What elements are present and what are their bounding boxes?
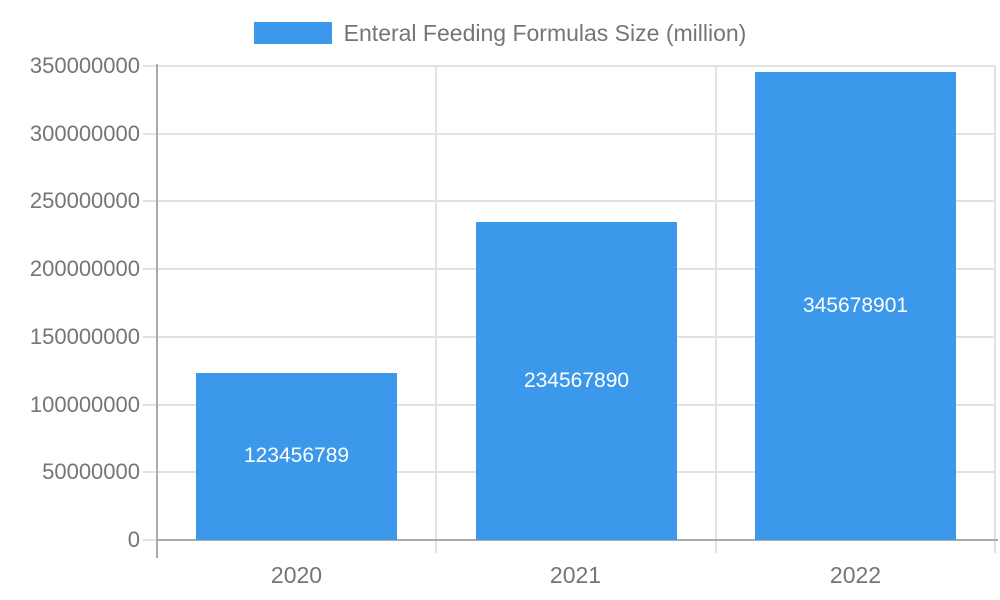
x-axis-tick xyxy=(435,540,437,553)
y-axis-tick xyxy=(143,200,157,202)
bar[interactable] xyxy=(196,373,397,540)
y-axis-label: 150000000 xyxy=(29,324,140,349)
bar[interactable] xyxy=(476,222,677,540)
y-axis-tick xyxy=(143,539,157,541)
y-axis-tick xyxy=(143,65,157,67)
gridline-vertical xyxy=(994,66,996,540)
y-axis-label: 100000000 xyxy=(29,392,140,417)
gridline-horizontal xyxy=(157,200,995,202)
y-axis-tick xyxy=(143,471,157,473)
y-axis-label: 50000000 xyxy=(42,459,140,484)
y-axis-label: 350000000 xyxy=(29,53,140,78)
y-axis-tick xyxy=(143,404,157,406)
legend-label: Enteral Feeding Formulas Size (million) xyxy=(343,20,747,46)
bar-value-label: 123456789 xyxy=(243,444,350,467)
y-axis-label: 0 xyxy=(127,527,140,552)
gridline-horizontal xyxy=(157,65,995,67)
y-axis-label: 200000000 xyxy=(29,256,140,281)
gridline-vertical xyxy=(715,66,717,540)
y-axis-tick xyxy=(143,336,157,338)
bar-value-label: 345678901 xyxy=(802,294,909,317)
y-axis-line xyxy=(156,64,158,558)
bar-value-label: 234567890 xyxy=(523,369,630,392)
x-axis-label: 2020 xyxy=(270,562,323,588)
x-axis-label: 2021 xyxy=(549,562,602,588)
gridline-vertical xyxy=(435,66,437,540)
x-axis-tick xyxy=(994,540,996,553)
bar[interactable] xyxy=(755,72,956,540)
y-axis-tick xyxy=(143,133,157,135)
x-axis-line xyxy=(156,539,998,541)
legend-swatch xyxy=(253,22,332,44)
legend[interactable]: Enteral Feeding Formulas Size (million) xyxy=(0,20,1000,46)
y-axis-label: 250000000 xyxy=(29,188,140,213)
x-axis-tick xyxy=(715,540,717,553)
y-axis-tick xyxy=(143,268,157,270)
x-axis-label: 2022 xyxy=(829,562,882,588)
gridline-horizontal xyxy=(157,133,995,135)
y-axis-label: 300000000 xyxy=(29,121,140,146)
